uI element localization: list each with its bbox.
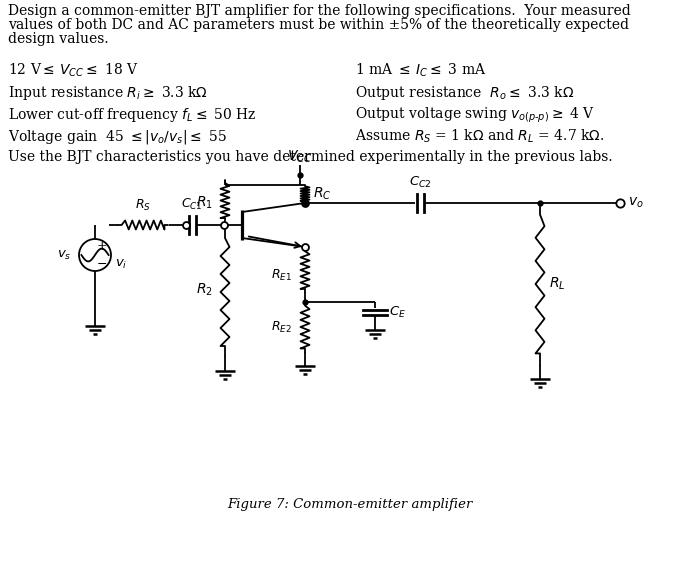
Text: $C_{C1}$: $C_{C1}$ (181, 197, 203, 212)
Text: Figure 7: Common-emitter amplifier: Figure 7: Common-emitter amplifier (228, 498, 472, 511)
Text: −: − (97, 258, 107, 270)
Text: $v_i$: $v_i$ (115, 258, 127, 271)
Text: 1 mA $\leq\, I_C\leq$ 3 mA: 1 mA $\leq\, I_C\leq$ 3 mA (355, 62, 486, 79)
Text: Assume $R_S$ = 1 k$\Omega$ and $R_L$ = 4.7 k$\Omega$.: Assume $R_S$ = 1 k$\Omega$ and $R_L$ = 4… (355, 128, 604, 146)
Text: $R_1$: $R_1$ (196, 194, 213, 211)
Text: Lower cut-off frequency $f_L \leq$ 50 Hz: Lower cut-off frequency $f_L \leq$ 50 Hz (8, 106, 257, 124)
Text: $R_{E1}$: $R_{E1}$ (271, 267, 292, 282)
Text: Input resistance $R_i \geq$ 3.3 k$\Omega$: Input resistance $R_i \geq$ 3.3 k$\Omega… (8, 84, 208, 102)
Text: $v_o$: $v_o$ (628, 196, 644, 210)
Text: Output voltage swing $v_{o(p\text{-}p)} \geq$ 4 V: Output voltage swing $v_{o(p\text{-}p)} … (355, 106, 595, 125)
Text: Output resistance  $R_o \leq$ 3.3 k$\Omega$: Output resistance $R_o \leq$ 3.3 k$\Omeg… (355, 84, 574, 102)
Text: +: + (97, 240, 107, 252)
Text: Voltage gain  45 $\leq |v_o/v_s| \leq$ 55: Voltage gain 45 $\leq |v_o/v_s| \leq$ 55 (8, 128, 227, 146)
Text: $R_{E2}$: $R_{E2}$ (271, 320, 292, 335)
Text: $C_E$: $C_E$ (389, 304, 406, 320)
Text: $R_C$: $R_C$ (313, 186, 331, 202)
Text: $R_2$: $R_2$ (196, 282, 213, 298)
Text: $R_S$: $R_S$ (135, 198, 151, 213)
Text: $C_{C2}$: $C_{C2}$ (409, 175, 431, 190)
Text: values of both DC and AC parameters must be within ±5% of the theoretically expe: values of both DC and AC parameters must… (8, 18, 629, 32)
Text: Design a common-emitter BJT amplifier for the following specifications.  Your me: Design a common-emitter BJT amplifier fo… (8, 4, 631, 18)
Text: 12 V$\leq\, V_{CC}\leq$ 18 V: 12 V$\leq\, V_{CC}\leq$ 18 V (8, 62, 139, 79)
Text: design values.: design values. (8, 32, 108, 46)
Text: $V_{CC}$: $V_{CC}$ (288, 148, 312, 165)
Text: $v_s$: $v_s$ (57, 248, 71, 262)
Text: Use the BJT characteristics you have determined experimentally in the previous l: Use the BJT characteristics you have det… (8, 150, 612, 164)
Text: $R_L$: $R_L$ (549, 276, 566, 292)
